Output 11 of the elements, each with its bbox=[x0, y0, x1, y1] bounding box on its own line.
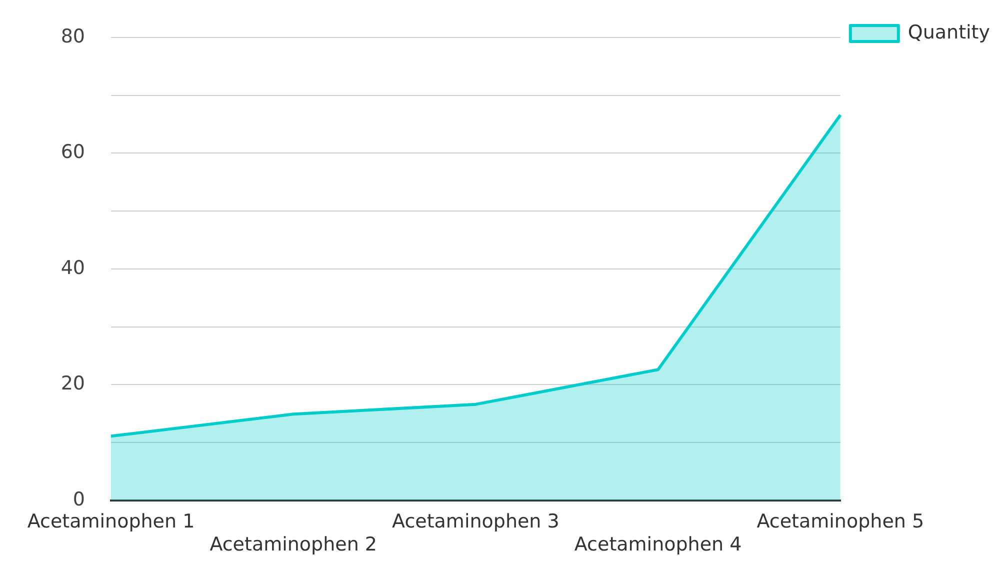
y-tick-label: 40 bbox=[60, 256, 85, 279]
x-tick-label: Acetaminophen 1 bbox=[27, 510, 195, 533]
y-tick-label: 0 bbox=[72, 488, 85, 510]
x-tick-label: Acetaminophen 4 bbox=[574, 534, 742, 556]
y-tick-label: 60 bbox=[60, 141, 85, 164]
x-tick-label: Acetaminophen 3 bbox=[392, 510, 560, 533]
x-tick-label: Acetaminophen 5 bbox=[756, 510, 924, 533]
y-tick-label: 20 bbox=[60, 372, 85, 395]
x-tick-label: Acetaminophen 2 bbox=[210, 534, 378, 556]
legend-label: Quantity bbox=[908, 21, 990, 44]
y-tick-label: 80 bbox=[60, 25, 85, 48]
